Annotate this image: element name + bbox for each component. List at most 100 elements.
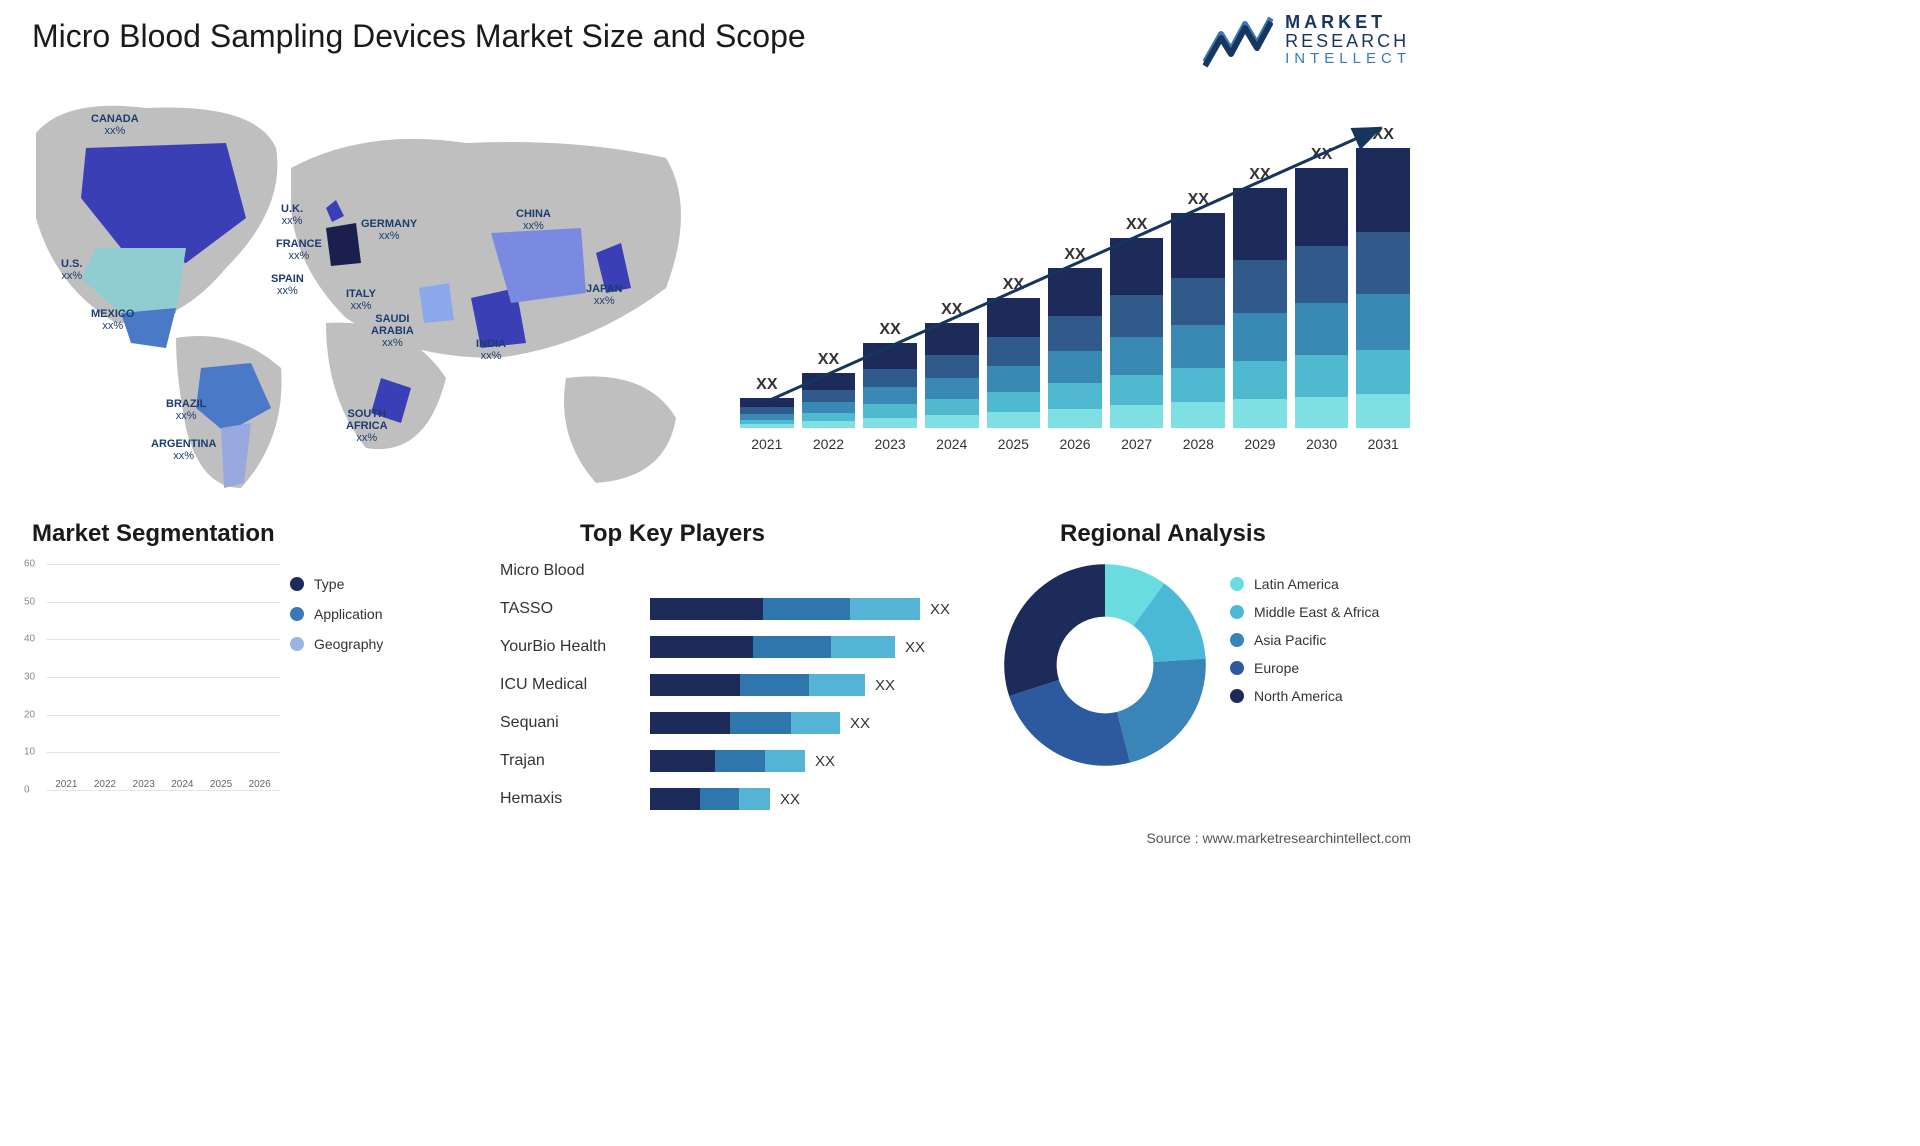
keyplayers-title: Top Key Players (580, 520, 765, 548)
seg-bar: 2023 (127, 773, 160, 790)
map-label: U.K.xx% (281, 203, 303, 227)
world-map: CANADAxx%U.S.xx%MEXICOxx%BRAZILxx%ARGENT… (26, 88, 706, 488)
legend-dot-icon (1230, 605, 1244, 619)
forecast-bar-label: XX (756, 376, 777, 394)
forecast-bar-label: XX (1311, 146, 1332, 164)
map-label: BRAZILxx% (166, 398, 206, 422)
map-label: JAPANxx% (586, 283, 622, 307)
segmentation-legend: Type Application Geography (290, 576, 383, 666)
player-row: TrajanXX (500, 746, 980, 776)
seg-legend-item: Type (290, 576, 383, 592)
forecast-year-label: 2022 (813, 436, 844, 452)
player-name: Sequani (500, 714, 650, 732)
seg-bar: 2021 (50, 773, 83, 790)
forecast-year-label: 2030 (1306, 436, 1337, 452)
keyplayers-header-row: Micro Blood (500, 556, 980, 586)
source-text: Source : www.marketresearchintellect.com (1146, 830, 1411, 846)
donut-slice (1004, 564, 1105, 696)
legend-dot-icon (290, 577, 304, 591)
forecast-year-label: 2024 (936, 436, 967, 452)
region-legend-label: Asia Pacific (1254, 632, 1326, 648)
seg-year-label: 2024 (171, 779, 193, 790)
seg-ytick: 40 (24, 634, 35, 645)
forecast-year-label: 2029 (1244, 436, 1275, 452)
seg-ytick: 0 (24, 785, 30, 796)
map-label: U.S.xx% (61, 258, 82, 282)
player-value: XX (930, 601, 950, 618)
forecast-bar: XX 2028 (1171, 191, 1225, 452)
seg-legend-item: Geography (290, 636, 383, 652)
logo-text: MARKET RESEARCH INTELLECT (1285, 13, 1411, 67)
forecast-bar-label: XX (818, 351, 839, 369)
player-name: Hemaxis (500, 790, 650, 808)
seg-ytick: 20 (24, 709, 35, 720)
player-name: Trajan (500, 752, 650, 770)
forecast-year-label: 2028 (1183, 436, 1214, 452)
forecast-chart: XX2021XX2022XX2023XX2024XX2025XX2026XX20… (740, 100, 1410, 480)
logo-mark-icon (1203, 12, 1273, 68)
logo-line2: RESEARCH (1285, 32, 1411, 51)
seg-legend-label: Geography (314, 636, 383, 652)
forecast-year-label: 2025 (998, 436, 1029, 452)
region-legend-item: Asia Pacific (1230, 632, 1379, 648)
seg-year-label: 2023 (133, 779, 155, 790)
forecast-bar-label: XX (1126, 216, 1147, 234)
forecast-bar-label: XX (941, 301, 962, 319)
keyplayers-chart: Micro Blood TASSOXXYourBio HealthXXICU M… (500, 556, 980, 822)
regional-donut (1000, 560, 1210, 770)
forecast-bar: XX 2027 (1110, 216, 1164, 452)
forecast-bar: XX 2024 (925, 301, 979, 452)
seg-bar: 2026 (243, 773, 276, 790)
seg-year-label: 2026 (249, 779, 271, 790)
player-row: SequaniXX (500, 708, 980, 738)
player-row: ICU MedicalXX (500, 670, 980, 700)
region-legend-label: Europe (1254, 660, 1299, 676)
player-row: HemaxisXX (500, 784, 980, 814)
logo-line3: INTELLECT (1285, 51, 1411, 67)
player-value: XX (905, 639, 925, 656)
region-legend-label: Middle East & Africa (1254, 604, 1379, 620)
brand-logo: MARKET RESEARCH INTELLECT (1203, 12, 1411, 68)
map-country (326, 223, 361, 266)
player-value: XX (875, 677, 895, 694)
map-label: SPAINxx% (271, 273, 304, 297)
seg-legend-label: Type (314, 576, 344, 592)
segmentation-title: Market Segmentation (32, 520, 275, 548)
forecast-bar: XX 2029 (1233, 166, 1287, 452)
seg-legend-item: Application (290, 606, 383, 622)
seg-bar: 2022 (89, 773, 122, 790)
keyplayers-header: Micro Blood (500, 562, 650, 580)
player-name: YourBio Health (500, 638, 650, 656)
region-legend-item: North America (1230, 688, 1379, 704)
forecast-bar: XX2031 (1356, 126, 1410, 452)
forecast-bar-label: XX (1003, 276, 1024, 294)
map-label: MEXICOxx% (91, 308, 134, 332)
forecast-bar: XX 2021 (740, 376, 794, 452)
region-legend-item: Middle East & Africa (1230, 604, 1379, 620)
seg-year-label: 2021 (55, 779, 77, 790)
map-label: ITALYxx% (346, 288, 376, 312)
seg-ytick: 30 (24, 672, 35, 683)
seg-legend-label: Application (314, 606, 383, 622)
map-label: SOUTHAFRICAxx% (346, 408, 388, 444)
forecast-year-label: 2021 (751, 436, 782, 452)
region-legend-label: North America (1254, 688, 1343, 704)
forecast-bar-label: XX (1249, 166, 1270, 184)
region-legend-item: Latin America (1230, 576, 1379, 592)
map-label: GERMANYxx% (361, 218, 417, 242)
donut-slice (1009, 680, 1130, 766)
legend-dot-icon (1230, 689, 1244, 703)
seg-bar: 2024 (166, 773, 199, 790)
donut-slice (1117, 659, 1206, 763)
region-legend-item: Europe (1230, 660, 1379, 676)
forecast-bar: XX 2026 (1048, 246, 1102, 452)
forecast-year-label: 2027 (1121, 436, 1152, 452)
forecast-bar: XX 2025 (987, 276, 1041, 452)
player-row: TASSO XX (500, 594, 980, 624)
forecast-year-label: 2023 (875, 436, 906, 452)
forecast-bar-label: XX (1064, 246, 1085, 264)
forecast-bar-label: XX (1188, 191, 1209, 209)
player-name: TASSO (500, 600, 650, 618)
forecast-year-label: 2026 (1059, 436, 1090, 452)
forecast-bar: XX 2022 (802, 351, 856, 452)
